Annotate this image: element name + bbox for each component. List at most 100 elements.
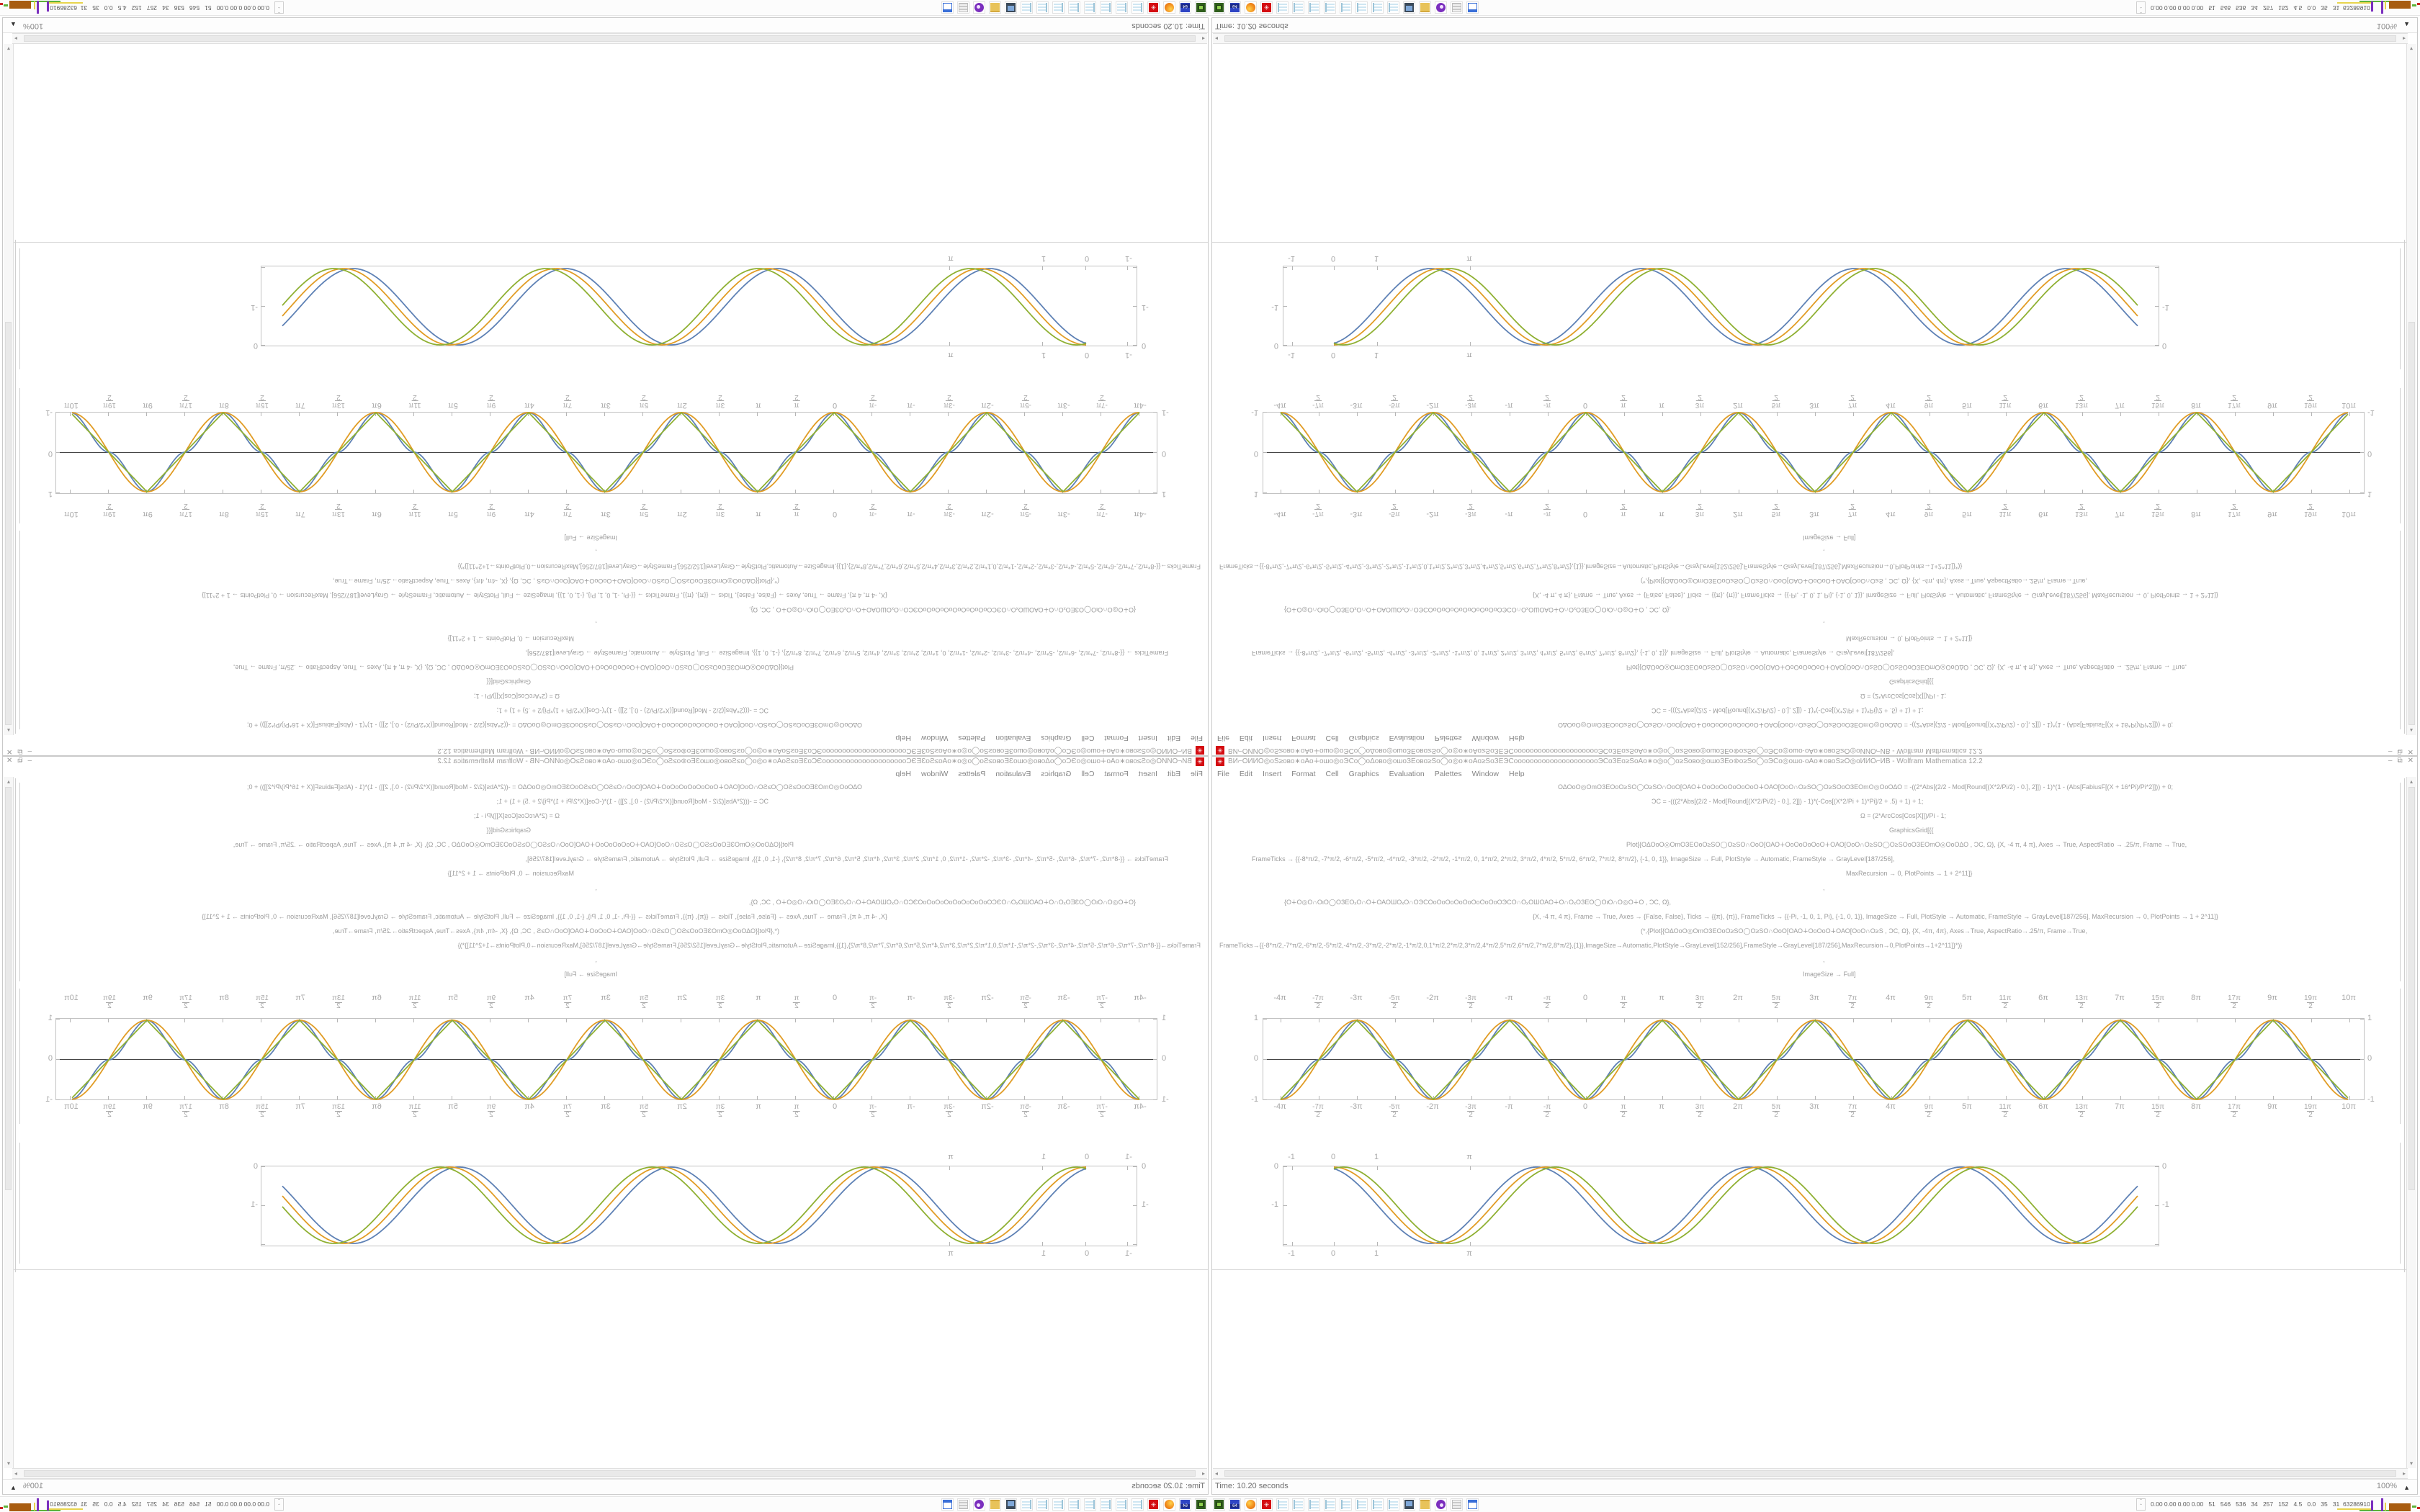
display-settings-icon[interactable]	[1403, 1, 1415, 14]
notepad-icon[interactable]	[1276, 1, 1289, 14]
scroll-left-icon[interactable]: ◂	[1201, 35, 1205, 42]
notepad-icon[interactable]	[1116, 1, 1128, 14]
system-tool-icon[interactable]	[1195, 1, 1207, 14]
notepad-icon[interactable]	[1100, 1498, 1112, 1511]
panel-expander-icon[interactable]: ⌃ ⌃	[2136, 1498, 2146, 1511]
scroll-left-icon[interactable]: ◂	[1201, 1470, 1205, 1477]
zoom-dropdown-icon[interactable]: ▲	[10, 21, 17, 28]
scroll-up-icon[interactable]: ▴	[2410, 727, 2414, 734]
window-titlebar[interactable]: ✳ ВИ⌐ОИИО◎оЅ≥ово∗оΑо∔ошо◎оЭϹо◯оΔово◎ошоЗ…	[1212, 745, 2417, 755]
cell-bracket-plot1[interactable]	[2400, 989, 2401, 1124]
cell-bracket-plot1[interactable]	[19, 989, 20, 1124]
cell-bracket-plot1[interactable]	[2400, 388, 2401, 523]
notepad-icon[interactable]	[1355, 1, 1368, 14]
horizontal-scrollbar[interactable]: ◂ ▸	[12, 1468, 1207, 1479]
window-titlebar[interactable]: ✳ ВИ⌐ОИИО◎оЅ≥ово∗оΑо∔ошо◎оЭϹо◯оΔово◎ошоЗ…	[3, 745, 1208, 755]
menu-item-evaluation[interactable]: Evaluation	[1389, 770, 1425, 778]
notepad-icon[interactable]	[1036, 1498, 1049, 1511]
notepad-icon[interactable]	[1340, 1498, 1352, 1511]
notepad-icon[interactable]	[1387, 1, 1399, 14]
window-titlebar[interactable]: ✳ ВИ⌐ОИИО◎оЅ≥ово∗оΑо∔ошо◎оЭϹо◯оΔово◎ошоЗ…	[3, 757, 1208, 767]
vertical-scrollbar[interactable]: ▴ ▾	[4, 44, 14, 735]
cell-bracket-plot2[interactable]	[19, 1143, 20, 1264]
scroll-left-icon[interactable]: ◂	[1215, 35, 1219, 42]
window-manager-icon[interactable]	[1466, 1498, 1479, 1511]
notepad-icon[interactable]	[1116, 1498, 1128, 1511]
panel-expander-icon[interactable]: ⌃ ⌃	[274, 1, 284, 14]
notepad-icon[interactable]	[1324, 1498, 1336, 1511]
vertical-scroll-thumb[interactable]	[2408, 322, 2415, 725]
horizontal-scrollbar[interactable]: ◂ ▸	[1213, 33, 2408, 44]
display-settings-icon[interactable]	[1403, 1498, 1415, 1511]
vertical-scroll-thumb[interactable]	[2408, 787, 2415, 1190]
panel-expander-icon[interactable]: ⌃ ⌃	[2136, 1, 2146, 14]
commodore-64-emulator-icon[interactable]	[1179, 1, 1191, 14]
menu-item-help[interactable]: Help	[1509, 770, 1525, 778]
close-button[interactable]: ✕	[6, 747, 13, 755]
cell-bracket-outer[interactable]	[2404, 240, 2405, 734]
menu-item-graphics[interactable]: Graphics	[1348, 770, 1379, 778]
zoom-dropdown-icon[interactable]: ▲	[10, 1484, 17, 1491]
zoom-level[interactable]: 100%	[23, 22, 44, 30]
maximize-button[interactable]: ⧉	[17, 747, 23, 755]
window-manager-icon[interactable]	[941, 1, 954, 14]
cell-bracket-plot1[interactable]	[19, 388, 20, 523]
firefox-icon[interactable]	[1163, 1, 1175, 14]
cell-bracket-outer[interactable]	[15, 778, 16, 1272]
display-settings-icon[interactable]	[1005, 1498, 1017, 1511]
zoom-level[interactable]: 100%	[2376, 22, 2397, 30]
horizontal-scrollbar[interactable]: ◂ ▸	[12, 33, 1207, 44]
notepad-icon[interactable]	[1036, 1, 1049, 14]
notepad-icon[interactable]	[1131, 1498, 1144, 1511]
scroll-down-icon[interactable]: ▾	[6, 1460, 10, 1467]
vertical-scroll-thumb[interactable]	[5, 787, 12, 1190]
zoom-dropdown-icon[interactable]: ▲	[2403, 21, 2410, 28]
scroll-up-icon[interactable]: ▴	[2410, 778, 2414, 785]
cell-bracket-code[interactable]	[19, 531, 20, 729]
cell-bracket-outer[interactable]	[2404, 778, 2405, 1272]
scroll-down-icon[interactable]: ▾	[6, 45, 10, 52]
close-button[interactable]: ✕	[6, 757, 13, 765]
notepad-icon[interactable]	[1021, 1, 1033, 14]
cell-bracket-plot2[interactable]	[19, 248, 20, 369]
horizontal-scrollbar[interactable]: ◂ ▸	[1213, 1468, 2408, 1479]
document-viewer-icon[interactable]	[957, 1498, 969, 1511]
menu-item-file[interactable]: File	[1217, 770, 1229, 778]
mathematica-icon[interactable]: ✳	[1147, 1, 1160, 14]
notepad-icon[interactable]	[1068, 1498, 1080, 1511]
notepad-icon[interactable]	[1276, 1498, 1289, 1511]
cell-bracket-code[interactable]	[2400, 783, 2401, 981]
scroll-down-icon[interactable]: ▾	[2410, 45, 2414, 52]
firefox-icon[interactable]	[1163, 1498, 1175, 1511]
notepad-icon[interactable]	[1292, 1, 1304, 14]
close-button[interactable]: ✕	[2407, 757, 2414, 765]
notepad-icon[interactable]	[1100, 1, 1112, 14]
horizontal-scroll-thumb[interactable]	[24, 1470, 1196, 1477]
notepad-icon[interactable]	[1355, 1498, 1368, 1511]
vertical-scrollbar[interactable]: ▴ ▾	[2406, 777, 2416, 1468]
minimize-button[interactable]: –	[27, 747, 32, 755]
purple-app-icon[interactable]	[973, 1498, 985, 1511]
cell-bracket-code[interactable]	[2400, 531, 2401, 729]
commodore-64-emulator-icon[interactable]	[1229, 1498, 1241, 1511]
file-manager-icon[interactable]	[1419, 1, 1431, 14]
horizontal-scroll-thumb[interactable]	[1224, 35, 2396, 42]
notepad-icon[interactable]	[1084, 1498, 1096, 1511]
scroll-right-icon[interactable]: ▸	[14, 1470, 18, 1477]
notepad-icon[interactable]	[1021, 1498, 1033, 1511]
system-tool-icon[interactable]	[1213, 1498, 1225, 1511]
cell-bracket-plot2[interactable]	[2400, 248, 2401, 369]
mathematica-icon[interactable]: ✳	[1260, 1, 1273, 14]
notepad-icon[interactable]	[1308, 1, 1320, 14]
notepad-icon[interactable]	[1340, 1, 1352, 14]
menu-item-window[interactable]: Window	[1471, 770, 1500, 778]
menu-item-insert[interactable]: Insert	[1263, 770, 1282, 778]
cell-bracket-plot2[interactable]	[2400, 1143, 2401, 1264]
notepad-icon[interactable]	[1084, 1, 1096, 14]
menu-item-format[interactable]: Format	[1291, 770, 1316, 778]
cell-bracket-code[interactable]	[19, 783, 20, 981]
notepad-icon[interactable]	[1371, 1498, 1384, 1511]
firefox-icon[interactable]	[1245, 1498, 1257, 1511]
firefox-icon[interactable]	[1245, 1, 1257, 14]
system-tool-icon[interactable]	[1213, 1, 1225, 14]
